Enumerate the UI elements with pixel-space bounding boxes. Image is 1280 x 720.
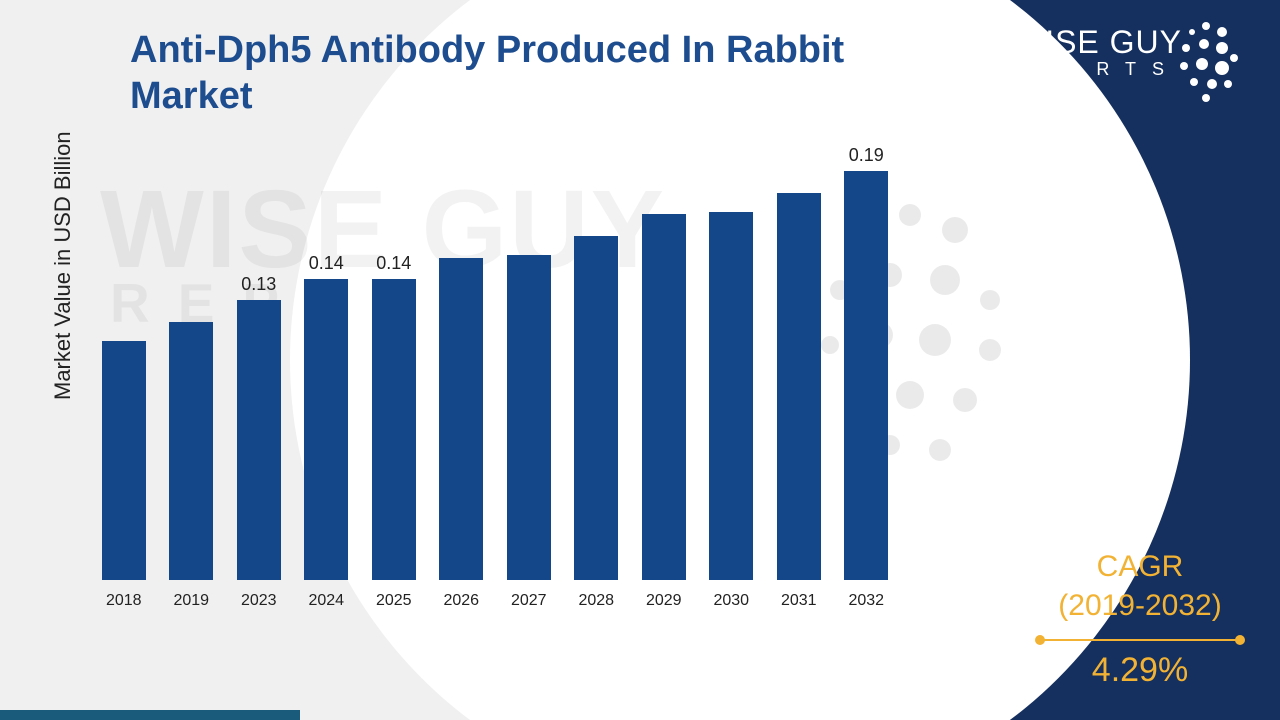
bar-group: 2028 (571, 236, 621, 580)
plot-area: 2018 2019 0.132023 0.142024 0.142025 2026 2027… (90, 150, 900, 580)
bar (777, 193, 821, 580)
bar (372, 279, 416, 580)
bar-group: 0.142025 (369, 279, 419, 580)
bar (844, 171, 888, 580)
bar (574, 236, 618, 580)
logo-text-line2: REPORTS (981, 59, 1180, 80)
logo-text-line1: WISE GUY (981, 24, 1182, 61)
bar-category-label: 2023 (229, 592, 289, 610)
bar (169, 322, 213, 580)
bar-category-label: 2027 (499, 592, 559, 610)
bottom-accent-bar (0, 710, 300, 720)
bar-group: 2019 (166, 322, 216, 580)
cagr-label: CAGR (2019-2032) (1000, 547, 1280, 625)
bar (102, 341, 146, 580)
bar-category-label: 2032 (836, 592, 896, 610)
bar-category-label: 2024 (296, 592, 356, 610)
bar-group: 0.192032 (841, 171, 891, 580)
cagr-label-line2: (2019-2032) (1058, 589, 1221, 622)
bar (709, 212, 753, 580)
bar-category-label: 2029 (634, 592, 694, 610)
cagr-value: 4.29% (1000, 651, 1280, 690)
chart-title: Anti-Dph5 Antibody Produced In Rabbit Ma… (130, 28, 850, 119)
bar-group: 2031 (774, 193, 824, 580)
bar (642, 214, 686, 580)
bar-value-label: 0.19 (836, 145, 896, 166)
bar-group: 2026 (436, 258, 486, 580)
bar-group: 2027 (504, 255, 554, 580)
bar (237, 300, 281, 580)
bar-group: 2018 (99, 341, 149, 580)
bar-category-label: 2030 (701, 592, 761, 610)
bar-group: 0.132023 (234, 300, 284, 580)
bar-chart: 201820190.1320230.1420240.14202520262027… (90, 150, 900, 620)
cagr-divider (1040, 639, 1240, 641)
bar (439, 258, 483, 580)
infographic-canvas: WISE GUY REPORTS Anti-Dph5 Antibody Prod… (0, 0, 1280, 720)
bar (507, 255, 551, 580)
brand-logo: WISE GUY REPORTS (981, 24, 1240, 80)
bar-category-label: 2018 (94, 592, 154, 610)
bar (304, 279, 348, 580)
bar-group: 2029 (639, 214, 689, 580)
bar-value-label: 0.13 (229, 274, 289, 295)
cagr-block: CAGR (2019-2032) 4.29% (1000, 547, 1280, 690)
bar-group: 2030 (706, 212, 756, 580)
bar-category-label: 2025 (364, 592, 424, 610)
bar-value-label: 0.14 (296, 253, 356, 274)
bar-category-label: 2026 (431, 592, 491, 610)
y-axis-label: Market Value in USD Billion (50, 131, 76, 400)
bar-category-label: 2031 (769, 592, 829, 610)
bar-category-label: 2019 (161, 592, 221, 610)
cagr-label-line1: CAGR (1097, 550, 1184, 583)
bar-category-label: 2028 (566, 592, 626, 610)
bar-value-label: 0.14 (364, 253, 424, 274)
bar-group: 0.142024 (301, 279, 351, 580)
